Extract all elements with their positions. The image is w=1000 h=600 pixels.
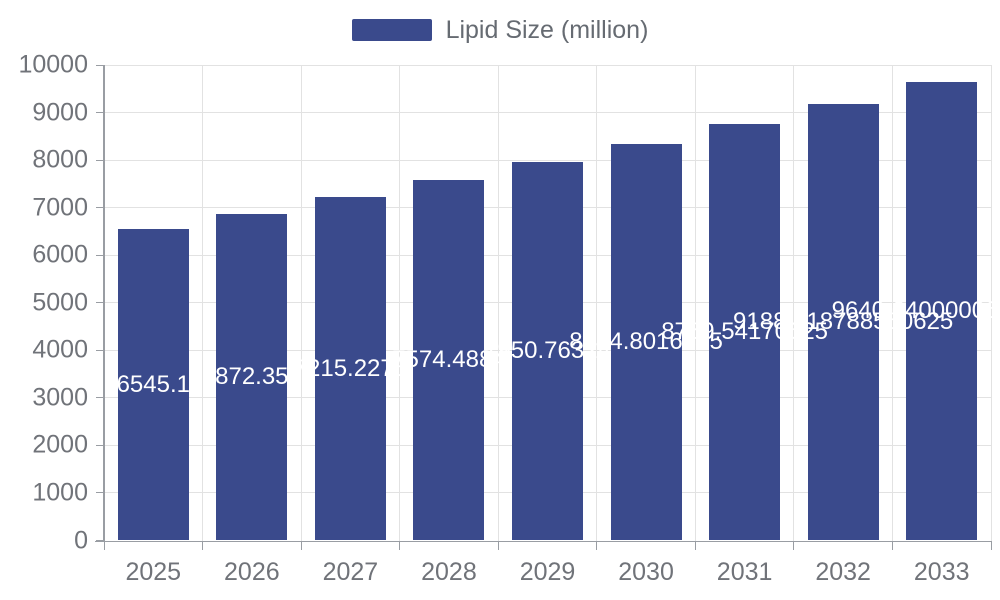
- x-gridline: [694, 65, 696, 541]
- x-axis-tick-label: 2025: [125, 557, 182, 586]
- y-axis-tick: [96, 64, 104, 66]
- x-axis-tick: [103, 541, 105, 550]
- bar-value-label-2031: 8759.54170625: [661, 318, 829, 346]
- x-gridline: [300, 65, 302, 541]
- x-axis-line: [95, 540, 991, 542]
- x-axis-tick-label: 2033: [913, 557, 970, 586]
- bar-2033[interactable]: [906, 82, 978, 541]
- x-axis-tick: [891, 541, 893, 550]
- bar-2031[interactable]: [709, 123, 781, 541]
- x-gridline: [990, 65, 992, 541]
- y-axis-tick-label: 3000: [32, 383, 88, 412]
- x-axis-tick: [202, 541, 204, 550]
- x-axis-tick: [399, 541, 401, 550]
- x-axis-tick-label: 2032: [815, 557, 871, 586]
- y-axis-tick-label: 6000: [32, 240, 88, 269]
- x-axis-tick: [694, 541, 696, 550]
- y-axis-tick: [96, 492, 104, 494]
- x-gridline: [202, 65, 204, 541]
- bar-2027[interactable]: [314, 197, 386, 541]
- bar-value-label-2028: 7574.4884: [392, 346, 506, 374]
- x-axis-tick: [300, 541, 302, 550]
- y-axis-tick: [96, 349, 104, 351]
- bar-value-label-2033: 9640.640000065625: [831, 297, 1000, 325]
- bar-2029[interactable]: [512, 162, 583, 541]
- x-axis-tick-label: 2028: [421, 557, 477, 586]
- legend-item[interactable]: Lipid Size (million): [0, 17, 1000, 43]
- bar-2026[interactable]: [216, 213, 288, 541]
- y-axis-tick-label: 1000: [32, 478, 88, 507]
- x-axis-tick: [596, 541, 598, 550]
- x-gridline: [793, 65, 795, 541]
- bar-value-label-2029: 7950.76324: [484, 337, 611, 365]
- x-axis-tick-label: 2027: [322, 557, 379, 586]
- x-axis-tick: [497, 541, 499, 550]
- bar-value-label-2025: 6545.1: [116, 370, 190, 398]
- y-axis-tick-label: 4000: [32, 335, 88, 364]
- bar-2032[interactable]: [807, 103, 879, 541]
- x-gridline: [497, 65, 499, 541]
- y-axis-tick-label: 9000: [32, 98, 88, 127]
- y-axis-tick: [96, 207, 104, 209]
- y-axis-tick-label: 0: [74, 526, 88, 554]
- y-axis-tick: [96, 444, 104, 446]
- y-axis-tick: [96, 254, 104, 256]
- x-axis-tick-label: 2026: [224, 557, 280, 586]
- x-gridline: [399, 65, 401, 541]
- y-gridline: [104, 64, 991, 66]
- y-axis-tick-label: 8000: [32, 145, 88, 174]
- y-axis-tick-label: 5000: [32, 288, 88, 317]
- y-axis-tick-label: 10000: [18, 50, 88, 79]
- y-axis-tick: [96, 112, 104, 114]
- y-axis-line: [103, 65, 105, 542]
- bar-value-label-2030: 8344.8016815: [569, 328, 723, 356]
- y-axis-tick-label: 7000: [32, 193, 88, 222]
- x-axis-tick: [793, 541, 795, 550]
- legend-swatch-icon: [351, 19, 432, 41]
- x-axis-tick-label: 2029: [519, 557, 576, 586]
- bar-2030[interactable]: [610, 143, 682, 541]
- y-axis-tick-label: 2000: [32, 430, 88, 459]
- x-axis-tick-label: 2030: [618, 557, 674, 586]
- bar-value-label-2032: 9188.418788550625: [733, 308, 954, 336]
- y-axis-tick: [96, 159, 104, 161]
- x-gridline: [596, 65, 598, 541]
- y-gridline: [104, 112, 991, 114]
- x-axis-tick: [990, 541, 992, 550]
- bar-2025[interactable]: [117, 229, 189, 541]
- y-axis-tick: [96, 397, 104, 399]
- legend-label: Lipid Size (million): [445, 16, 649, 44]
- y-axis-tick: [96, 302, 104, 304]
- bar-2028[interactable]: [413, 180, 485, 541]
- x-gridline: [891, 65, 893, 541]
- x-axis-tick-label: 2031: [716, 557, 773, 586]
- bar-value-label-2027: 7215.2275: [293, 354, 408, 382]
- bar-value-label-2026: 6872.355: [201, 363, 302, 391]
- y-gridline: [104, 159, 991, 161]
